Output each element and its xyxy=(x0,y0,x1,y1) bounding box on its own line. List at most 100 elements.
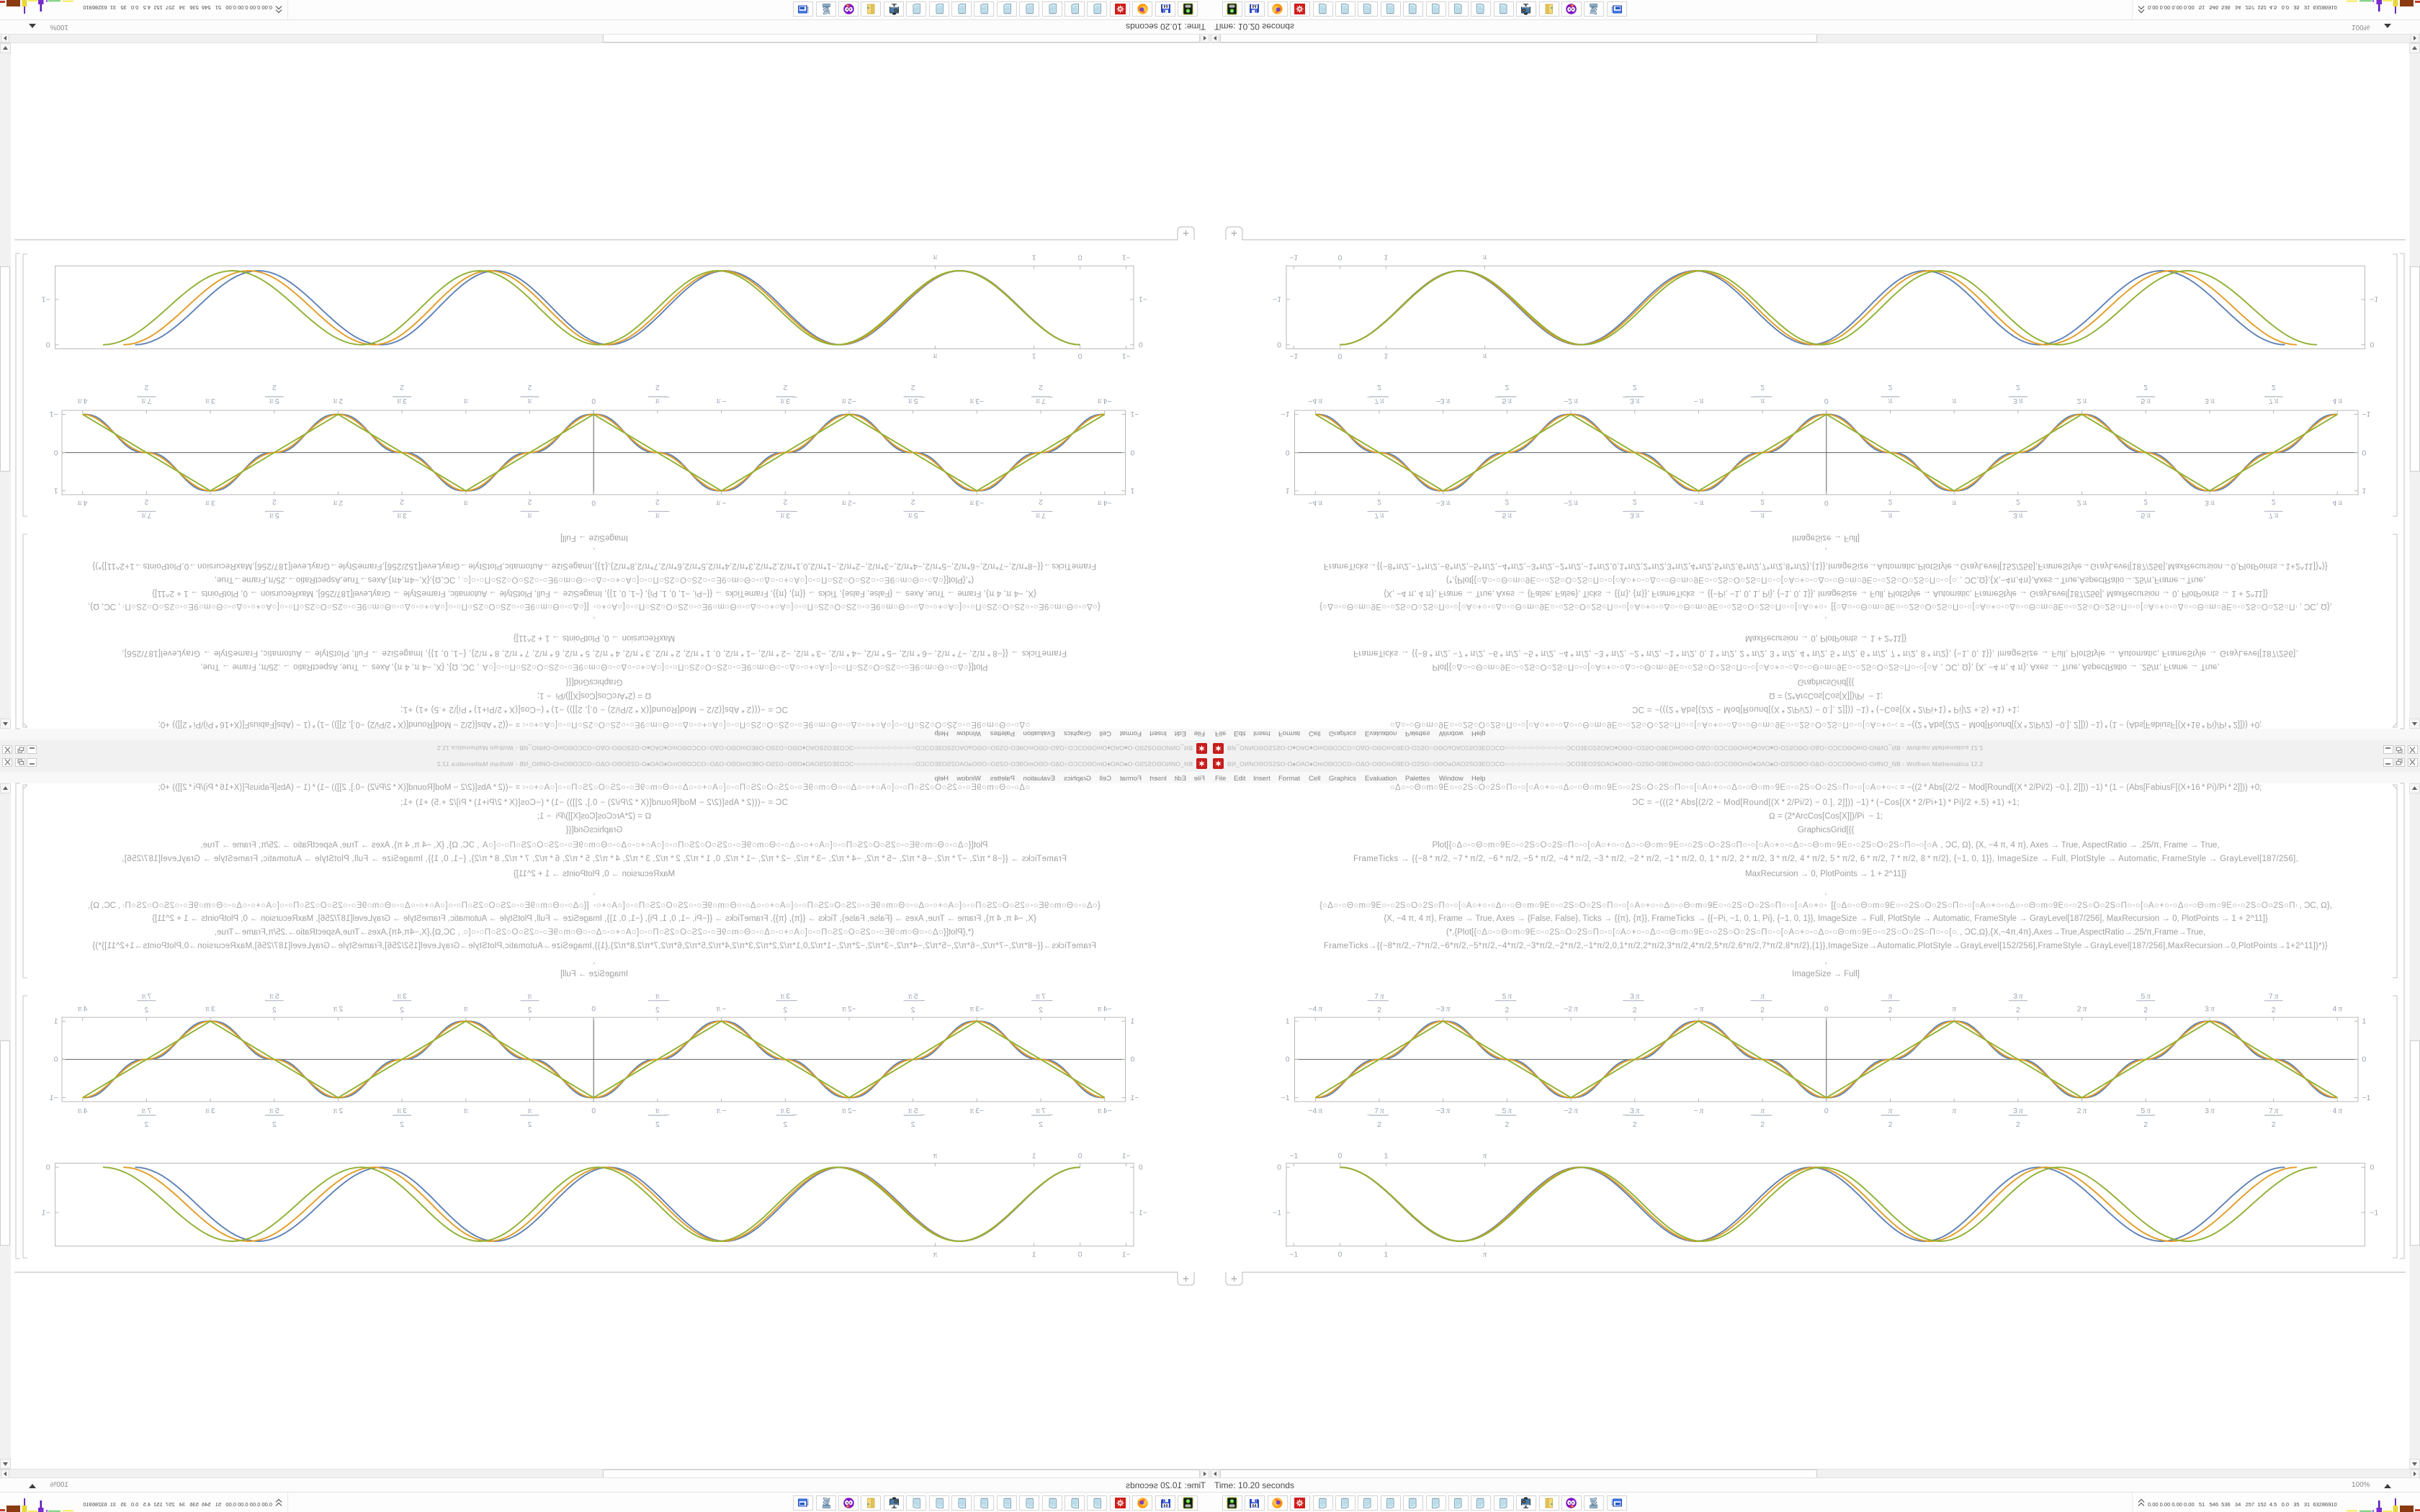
svg-text:π: π xyxy=(1483,1251,1487,1259)
svg-text:2: 2 xyxy=(144,498,148,505)
svg-text:7 π: 7 π xyxy=(2269,511,2279,520)
svg-text:2: 2 xyxy=(1888,383,1893,391)
svg-text:7 π: 7 π xyxy=(1036,1107,1046,1115)
svg-text:−4 π: −4 π xyxy=(1308,499,1322,508)
svg-text:−: − xyxy=(1623,392,1627,400)
svg-text:−4 π: −4 π xyxy=(1308,1005,1322,1014)
svg-text:2: 2 xyxy=(527,498,532,505)
svg-text:0: 0 xyxy=(46,1164,50,1172)
svg-text:π: π xyxy=(527,397,532,405)
svg-text:2: 2 xyxy=(272,1007,277,1014)
svg-text:−3 π: −3 π xyxy=(1436,1107,1451,1115)
svg-text:2 π: 2 π xyxy=(2077,499,2087,508)
svg-text:π: π xyxy=(933,352,937,361)
svg-text:5 π: 5 π xyxy=(269,511,279,520)
svg-text:64: 64 xyxy=(1252,4,1257,8)
svg-text:1: 1 xyxy=(1384,1251,1389,1259)
svg-text:−2 π: −2 π xyxy=(1564,499,1578,508)
svg-text:0: 0 xyxy=(1286,1056,1290,1064)
svg-text:−1: −1 xyxy=(1289,1251,1298,1259)
svg-text:7 π: 7 π xyxy=(2269,1107,2279,1115)
svg-text:−2 π: −2 π xyxy=(1564,1107,1578,1115)
svg-text:3 π: 3 π xyxy=(205,1107,215,1115)
svg-text:2: 2 xyxy=(400,1121,404,1129)
svg-text:2: 2 xyxy=(527,383,532,391)
svg-text:π: π xyxy=(933,1251,937,1259)
svg-text:7 π: 7 π xyxy=(1036,992,1046,1001)
svg-text:2: 2 xyxy=(1505,498,1510,505)
svg-text:4 π: 4 π xyxy=(2333,1107,2343,1115)
svg-text:2: 2 xyxy=(272,1121,277,1129)
svg-text:0: 0 xyxy=(2370,1164,2374,1172)
svg-text:2: 2 xyxy=(1760,383,1765,391)
svg-text:1: 1 xyxy=(1031,253,1036,261)
svg-text:7 π: 7 π xyxy=(141,1107,151,1115)
svg-text:1: 1 xyxy=(1286,486,1290,494)
svg-text:0: 0 xyxy=(1077,253,1082,261)
svg-text:2 π: 2 π xyxy=(2077,397,2087,405)
svg-text:2: 2 xyxy=(1505,1121,1510,1129)
svg-text:π: π xyxy=(1888,1107,1893,1115)
svg-text:π: π xyxy=(1888,511,1893,520)
svg-text:π: π xyxy=(1760,1107,1765,1115)
svg-text:π: π xyxy=(464,1005,468,1014)
svg-text:2: 2 xyxy=(527,1121,532,1129)
svg-text:0: 0 xyxy=(1277,341,1281,348)
svg-text:2: 2 xyxy=(2272,1007,2276,1014)
svg-text:7 π: 7 π xyxy=(1374,992,1384,1001)
svg-text:1: 1 xyxy=(1384,1153,1389,1161)
svg-text:−1: −1 xyxy=(1139,295,1147,303)
svg-text:− π: − π xyxy=(716,499,726,508)
svg-text:−: − xyxy=(1049,1112,1053,1120)
svg-text:1: 1 xyxy=(1286,1018,1290,1026)
svg-text:π: π xyxy=(1760,397,1765,405)
svg-text:2: 2 xyxy=(2016,1121,2020,1129)
svg-text:2: 2 xyxy=(1760,1121,1765,1129)
svg-text:5 π: 5 π xyxy=(269,1107,279,1115)
svg-text:5 π: 5 π xyxy=(269,397,279,405)
svg-text:5 π: 5 π xyxy=(1502,1107,1512,1115)
svg-text:1: 1 xyxy=(1384,253,1389,261)
svg-text:2: 2 xyxy=(2272,383,2276,391)
svg-text:3 π: 3 π xyxy=(397,1107,407,1115)
svg-text:2: 2 xyxy=(2272,498,2276,505)
svg-text:2: 2 xyxy=(910,1121,915,1129)
svg-text:2 π: 2 π xyxy=(333,499,343,508)
svg-text:−1: −1 xyxy=(42,1209,50,1217)
svg-text:4 π: 4 π xyxy=(2333,397,2343,405)
svg-text:0: 0 xyxy=(1077,352,1082,360)
svg-text:2: 2 xyxy=(783,383,787,391)
svg-text:−2 π: −2 π xyxy=(1564,397,1578,405)
svg-text:0: 0 xyxy=(1077,1251,1082,1259)
svg-text:5 π: 5 π xyxy=(2141,992,2151,1001)
svg-text:0: 0 xyxy=(1139,1164,1143,1172)
svg-text:π: π xyxy=(1760,511,1765,520)
svg-text:−: − xyxy=(666,392,670,400)
svg-text:π: π xyxy=(1483,1152,1487,1161)
svg-text:π: π xyxy=(464,499,468,508)
svg-text:−4 π: −4 π xyxy=(1098,1005,1112,1014)
svg-text:π: π xyxy=(933,253,937,262)
svg-text:2: 2 xyxy=(144,1007,148,1014)
svg-text:−: − xyxy=(666,507,670,515)
svg-text:− π: − π xyxy=(1693,499,1703,508)
svg-text:2: 2 xyxy=(783,1007,787,1014)
svg-text:π: π xyxy=(527,1107,532,1115)
svg-text:0: 0 xyxy=(591,1006,596,1014)
svg-text:0: 0 xyxy=(2370,341,2374,348)
svg-text:2: 2 xyxy=(1039,1007,1043,1014)
svg-text:2: 2 xyxy=(2143,498,2148,505)
svg-text:−1: −1 xyxy=(1289,352,1298,360)
svg-text:−2 π: −2 π xyxy=(842,397,856,405)
svg-text:−1: −1 xyxy=(1121,1153,1130,1161)
svg-text:4 π: 4 π xyxy=(78,397,88,405)
svg-text:1: 1 xyxy=(2362,1018,2367,1026)
svg-text:1: 1 xyxy=(1384,352,1389,360)
svg-text:−: − xyxy=(1750,507,1754,515)
svg-text:−: − xyxy=(793,1112,797,1120)
svg-text:−1: −1 xyxy=(2370,1209,2378,1217)
svg-text:0: 0 xyxy=(591,499,596,507)
svg-text:3 π: 3 π xyxy=(2013,397,2023,405)
svg-text:7 π: 7 π xyxy=(141,992,151,1001)
svg-text:−: − xyxy=(793,507,797,515)
